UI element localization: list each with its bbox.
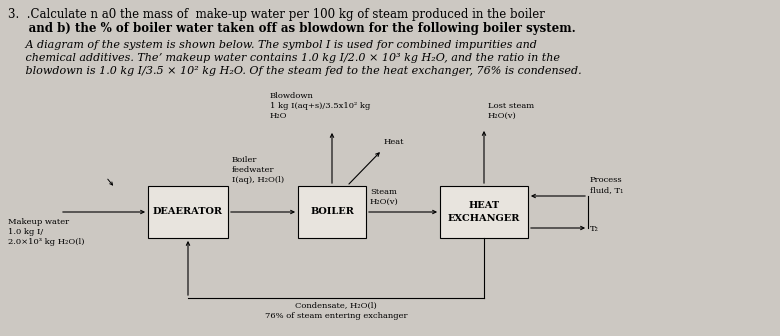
Text: HEAT
EXCHANGER: HEAT EXCHANGER — [448, 201, 520, 223]
Bar — [440, 186, 528, 238]
Bar — [298, 186, 366, 238]
Text: blowdown is 1.0 kg I/3.5 × 10² kg H₂O. Of the steam fed to the heat exchanger, 7: blowdown is 1.0 kg I/3.5 × 10² kg H₂O. O… — [8, 66, 582, 76]
Text: Boiler
feedwater
I(aq), H₂O(l): Boiler feedwater I(aq), H₂O(l) — [232, 156, 284, 184]
Text: BOILER: BOILER — [310, 208, 354, 216]
Text: Heat: Heat — [384, 138, 405, 146]
Text: Blowdown
1 kg I(aq+s)/3.5x10² kg
H₂O: Blowdown 1 kg I(aq+s)/3.5x10² kg H₂O — [270, 92, 370, 120]
Text: DEAERATOR: DEAERATOR — [153, 208, 223, 216]
Text: A diagram of the system is shown below. The symbol I is used for combined impuri: A diagram of the system is shown below. … — [8, 40, 537, 50]
Text: Steam
H₂O(v): Steam H₂O(v) — [370, 188, 399, 206]
Text: Condensate, H₂O(l)
76% of steam entering exchanger: Condensate, H₂O(l) 76% of steam entering… — [264, 302, 407, 320]
Text: Makeup water
1.0 kg I/
2.0×10³ kg H₂O(l): Makeup water 1.0 kg I/ 2.0×10³ kg H₂O(l) — [8, 218, 84, 246]
Text: chemical additives. Theʼ makeup water contains 1.0 kg I/2.0 × 10³ kg H₂O, and th: chemical additives. Theʼ makeup water co… — [8, 53, 560, 63]
Text: T₂: T₂ — [590, 225, 599, 233]
Bar — [148, 186, 228, 238]
Text: and b) the % of boiler water taken off as blowdown for the following boiler syst: and b) the % of boiler water taken off a… — [8, 22, 576, 35]
Text: 3.  .Calculate n a0 the mass of  make-up water per 100 kg of steam produced in t: 3. .Calculate n a0 the mass of make-up w… — [8, 8, 545, 21]
Text: Lost steam
H₂O(v): Lost steam H₂O(v) — [488, 102, 534, 120]
Text: Process
fluid, T₁: Process fluid, T₁ — [590, 176, 623, 194]
